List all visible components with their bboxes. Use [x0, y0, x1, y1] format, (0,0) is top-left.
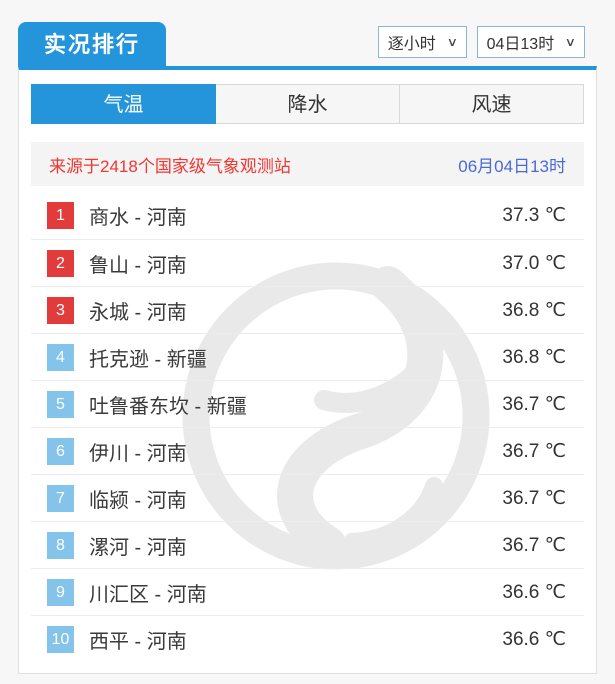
station-name: 鲁山 - 河南: [89, 254, 187, 277]
station-name: 伊川 - 河南: [89, 442, 187, 465]
temperature-value: 36.6 ℃: [502, 628, 566, 650]
ranking-row: 2 鲁山 - 河南 37.0 ℃: [31, 239, 584, 286]
station-name: 永城 - 河南: [89, 301, 187, 324]
observation-time: 06月04日13时: [458, 156, 566, 176]
widget-title-tab: 实况排行: [18, 22, 167, 66]
weather-logo-watermark: [182, 262, 490, 570]
metric-tab-1[interactable]: 降水: [216, 84, 400, 124]
ranking-row: 8 漯河 - 河南 36.7 ℃: [31, 521, 584, 568]
live-ranking-widget: 实况排行 逐小时 ∨ 04日13时 ∨ 气温 降水 风速 来源于241: [18, 22, 597, 674]
station-name: 漯河 - 河南: [89, 536, 187, 559]
ranking-row: 4 托克逊 - 新疆 36.8 ℃: [31, 333, 584, 380]
ranking-row: 1 商水 - 河南 37.3 ℃: [31, 192, 584, 239]
temperature-value: 36.7 ℃: [502, 534, 566, 556]
rank-badge: 4: [47, 343, 74, 371]
time-dropdown[interactable]: 04日13时 ∨: [476, 26, 585, 58]
rank-badge: 3: [47, 296, 74, 324]
chevron-down-icon: ∨: [564, 35, 577, 49]
station-name: 吐鲁番东坎 - 新疆: [89, 395, 247, 418]
rank-badge: 5: [47, 390, 74, 418]
ranking-list: 1 商水 - 河南 37.3 ℃ 2 鲁山 - 河南 37.0 ℃ 3 永城 -…: [31, 192, 584, 662]
rank-badge: 7: [47, 484, 74, 512]
temperature-value: 37.0 ℃: [502, 252, 566, 274]
station-name: 川汇区 - 河南: [89, 583, 207, 606]
source-label: 来源于2418个国家级气象观测站: [49, 156, 291, 176]
rank-badge: 9: [47, 578, 74, 606]
ranking-row: 3 永城 - 河南 36.8 ℃: [31, 286, 584, 333]
time-dropdown-value: 04日13时: [486, 36, 555, 53]
temperature-value: 36.6 ℃: [502, 581, 566, 603]
metric-tabs: 气温 降水 风速: [31, 84, 584, 124]
station-name: 临颍 - 河南: [89, 489, 187, 512]
temperature-value: 36.7 ℃: [502, 393, 566, 415]
widget-header: 实况排行 逐小时 ∨ 04日13时 ∨: [18, 22, 597, 66]
station-name: 商水 - 河南: [89, 207, 187, 229]
temperature-value: 36.8 ℃: [502, 299, 566, 321]
source-bar: 来源于2418个国家级气象观测站 06月04日13时: [31, 142, 584, 186]
rank-badge: 10: [47, 625, 74, 653]
station-name: 西平 - 河南: [89, 630, 187, 653]
ranking-row: 7 临颍 - 河南 36.7 ℃: [31, 474, 584, 521]
temperature-value: 37.3 ℃: [502, 205, 566, 226]
rank-badge: 1: [47, 202, 74, 229]
rank-badge: 2: [47, 249, 74, 277]
interval-dropdown-value: 逐小时: [387, 36, 436, 53]
ranking-row: 6 伊川 - 河南 36.7 ℃: [31, 427, 584, 474]
ranking-row: 9 川汇区 - 河南 36.6 ℃: [31, 568, 584, 615]
ranking-row: 5 吐鲁番东坎 - 新疆 36.7 ℃: [31, 380, 584, 427]
rank-badge: 6: [47, 437, 74, 465]
interval-dropdown[interactable]: 逐小时 ∨: [377, 26, 467, 58]
station-name: 托克逊 - 新疆: [89, 348, 207, 371]
metric-tab-2[interactable]: 风速: [400, 84, 584, 124]
ranking-row: 10 西平 - 河南 36.6 ℃: [31, 615, 584, 662]
temperature-value: 36.7 ℃: [502, 487, 566, 509]
header-controls: 逐小时 ∨ 04日13时 ∨: [377, 26, 585, 58]
temperature-value: 36.8 ℃: [502, 346, 566, 368]
temperature-value: 36.7 ℃: [502, 440, 566, 462]
chevron-down-icon: ∨: [446, 35, 458, 49]
rank-badge: 8: [47, 531, 74, 559]
metric-tab-0[interactable]: 气温: [31, 84, 216, 124]
ranking-panel: 气温 降水 风速 来源于2418个国家级气象观测站 06月04日13时 1 商水…: [18, 66, 597, 674]
